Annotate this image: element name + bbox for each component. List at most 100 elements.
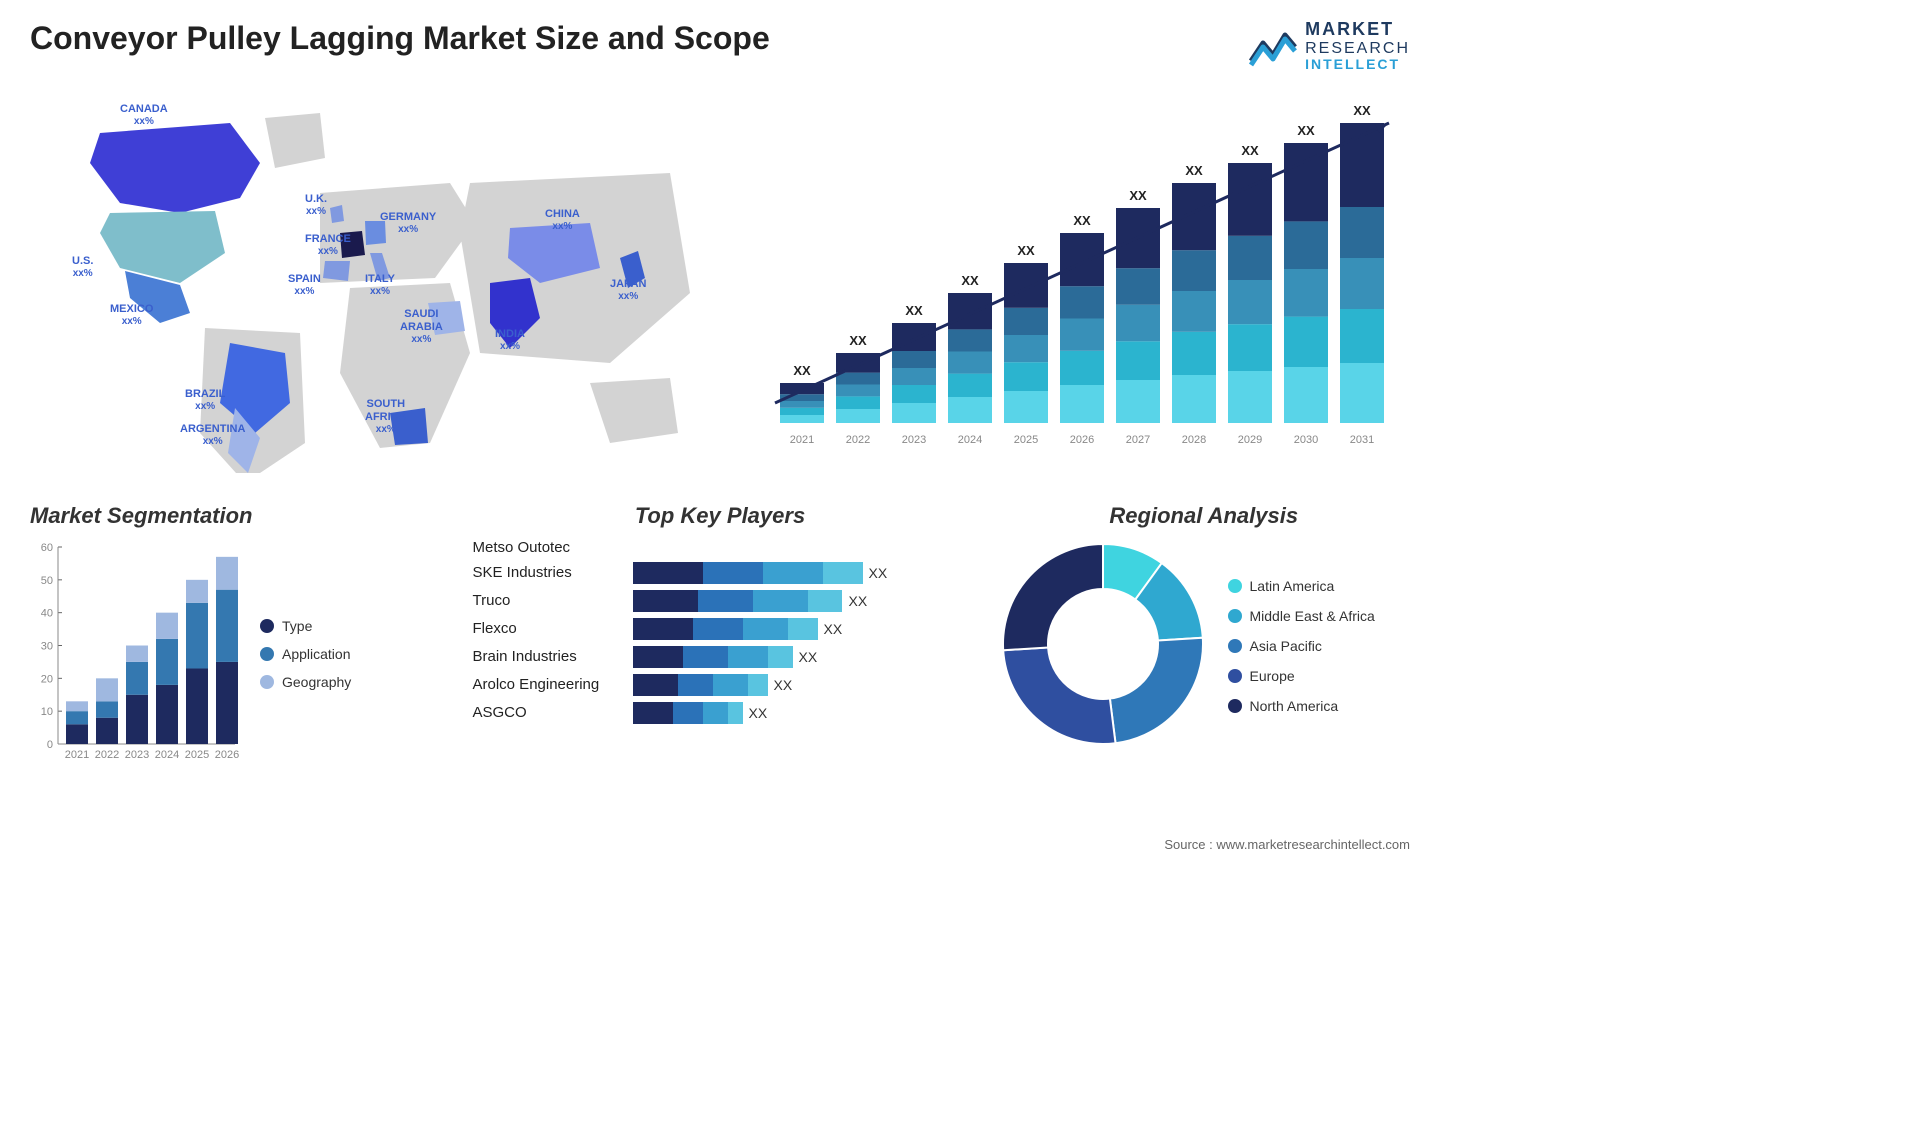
- growth-bar-2029-seg4: [1228, 163, 1272, 236]
- regional-title: Regional Analysis: [998, 503, 1411, 529]
- player-bar-seg: [633, 590, 698, 612]
- growth-bar-label-2022: XX: [849, 333, 867, 348]
- growth-bar-2029-seg2: [1228, 280, 1272, 324]
- seg-bar-2026-2: [216, 557, 238, 590]
- growth-bar-2022-seg3: [836, 372, 880, 384]
- growth-year-2028: 2028: [1182, 434, 1206, 446]
- player-bar-seg: [763, 562, 823, 584]
- seg-bar-2026-0: [216, 662, 238, 744]
- map-label-argentina: ARGENTINAxx%: [180, 423, 245, 448]
- player-bar-seg: [673, 702, 703, 724]
- regional-legend: Latin AmericaMiddle East & AfricaAsia Pa…: [1228, 578, 1375, 714]
- player-bar-wrap: XX: [633, 674, 968, 696]
- player-bar-seg: [748, 674, 768, 696]
- player-bar-seg: [728, 702, 743, 724]
- player-row-flexco: Flexco XX: [473, 618, 968, 640]
- seg-bar-2025-0: [186, 668, 208, 744]
- growth-bar-2022-seg1: [836, 396, 880, 409]
- player-label: ASGCO: [473, 704, 623, 721]
- player-bar-seg: [768, 646, 793, 668]
- growth-bar-label-2029: XX: [1241, 143, 1259, 158]
- seg-bar-2023-1: [126, 662, 148, 695]
- key-players-title: Top Key Players: [473, 503, 968, 529]
- map-region-uk: [330, 205, 344, 223]
- growth-bar-2027-seg0: [1116, 380, 1160, 423]
- logo-line1: MARKET: [1305, 20, 1410, 40]
- player-bar-seg: [728, 646, 768, 668]
- player-bar-wrap: XX: [633, 618, 968, 640]
- growth-chart: XX2021XX2022XX2023XX2024XX2025XX2026XX20…: [750, 93, 1410, 473]
- player-value: XX: [774, 677, 793, 693]
- map-label-mexico: MEXICOxx%: [110, 303, 153, 328]
- reg-legend-label: North America: [1250, 698, 1339, 714]
- growth-year-2024: 2024: [958, 434, 982, 446]
- player-bar-wrap: XX: [633, 702, 968, 724]
- seg-ticklabel-40: 40: [41, 607, 53, 619]
- seg-ticklabel-30: 30: [41, 640, 53, 652]
- map-label-saudinarabia: SAUDIARABIAxx%: [400, 308, 443, 346]
- player-label: Truco: [473, 592, 623, 609]
- player-row-brain-industries: Brain IndustriesXX: [473, 646, 968, 668]
- growth-bar-2024-seg3: [948, 329, 992, 351]
- player-bar-seg: [633, 618, 693, 640]
- player-label: Arolco Engineering: [473, 676, 623, 693]
- map-label-china: CHINAxx%: [545, 208, 580, 233]
- reg-legend-northamerica: North America: [1228, 698, 1375, 714]
- growth-year-2023: 2023: [902, 434, 926, 446]
- growth-bar-2031-seg3: [1340, 207, 1384, 258]
- growth-bar-2025-seg2: [1004, 335, 1048, 362]
- seg-bar-2024-1: [156, 639, 178, 685]
- map-label-canada: CANADAxx%: [120, 103, 168, 128]
- player-bar-seg: [693, 618, 743, 640]
- growth-bar-2029-seg1: [1228, 324, 1272, 371]
- player-label: Flexco: [473, 620, 623, 637]
- player-value: XX: [799, 649, 818, 665]
- player-label: Metso Outotec: [473, 539, 623, 556]
- seg-ticklabel-10: 10: [41, 706, 53, 718]
- map-label-spain: SPAINxx%: [288, 273, 321, 298]
- legend-dot-icon: [260, 619, 274, 633]
- growth-bar-2021-seg0: [780, 415, 824, 423]
- seg-bar-2022-1: [96, 701, 118, 717]
- player-row-asgco: ASGCO XX: [473, 702, 968, 724]
- player-bar-seg: [633, 646, 683, 668]
- growth-bar-2025-seg1: [1004, 362, 1048, 391]
- player-row-ske-industries: SKE IndustriesXX: [473, 562, 968, 584]
- map-label-us: U.S.xx%: [72, 255, 93, 280]
- regional-donut: [998, 539, 1208, 749]
- reg-legend-asiapacific: Asia Pacific: [1228, 638, 1375, 654]
- logo-line2: RESEARCH: [1305, 40, 1410, 58]
- growth-bar-2027-seg2: [1116, 305, 1160, 342]
- legend-dot-icon: [1228, 699, 1242, 713]
- seg-bar-2024-0: [156, 685, 178, 744]
- growth-bar-2028-seg3: [1172, 250, 1216, 291]
- growth-bar-2028-seg4: [1172, 183, 1216, 250]
- growth-bar-2029-seg0: [1228, 371, 1272, 423]
- player-bar-wrap: XX: [633, 646, 968, 668]
- map-region-greenland: [265, 113, 325, 168]
- legend-dot-icon: [1228, 579, 1242, 593]
- growth-bar-label-2024: XX: [961, 273, 979, 288]
- player-bar: [633, 618, 818, 640]
- growth-year-2027: 2027: [1126, 434, 1150, 446]
- growth-year-2022: 2022: [846, 434, 870, 446]
- player-bar-seg: [743, 618, 788, 640]
- growth-bar-2026-seg1: [1060, 351, 1104, 385]
- growth-bar-2031-seg0: [1340, 363, 1384, 423]
- growth-bar-label-2031: XX: [1353, 103, 1371, 118]
- growth-bar-2021-seg1: [780, 408, 824, 415]
- growth-bar-2022-seg0: [836, 409, 880, 423]
- player-bar: [633, 646, 793, 668]
- page-title: Conveyor Pulley Lagging Market Size and …: [30, 20, 770, 57]
- growth-bar-2023-seg3: [892, 351, 936, 368]
- player-value: XX: [749, 705, 768, 721]
- donut-slice-asiapacific: [1109, 638, 1202, 743]
- key-players-section: Top Key Players Metso Outotec SKE Industr…: [473, 503, 968, 769]
- growth-year-2031: 2031: [1350, 434, 1374, 446]
- growth-year-2025: 2025: [1014, 434, 1038, 446]
- regional-section: Regional Analysis Latin AmericaMiddle Ea…: [998, 503, 1411, 769]
- player-value: XX: [824, 621, 843, 637]
- growth-bar-label-2021: XX: [793, 363, 811, 378]
- logo: MARKET RESEARCH INTELLECT: [1249, 20, 1410, 73]
- growth-bar-2025-seg3: [1004, 308, 1048, 335]
